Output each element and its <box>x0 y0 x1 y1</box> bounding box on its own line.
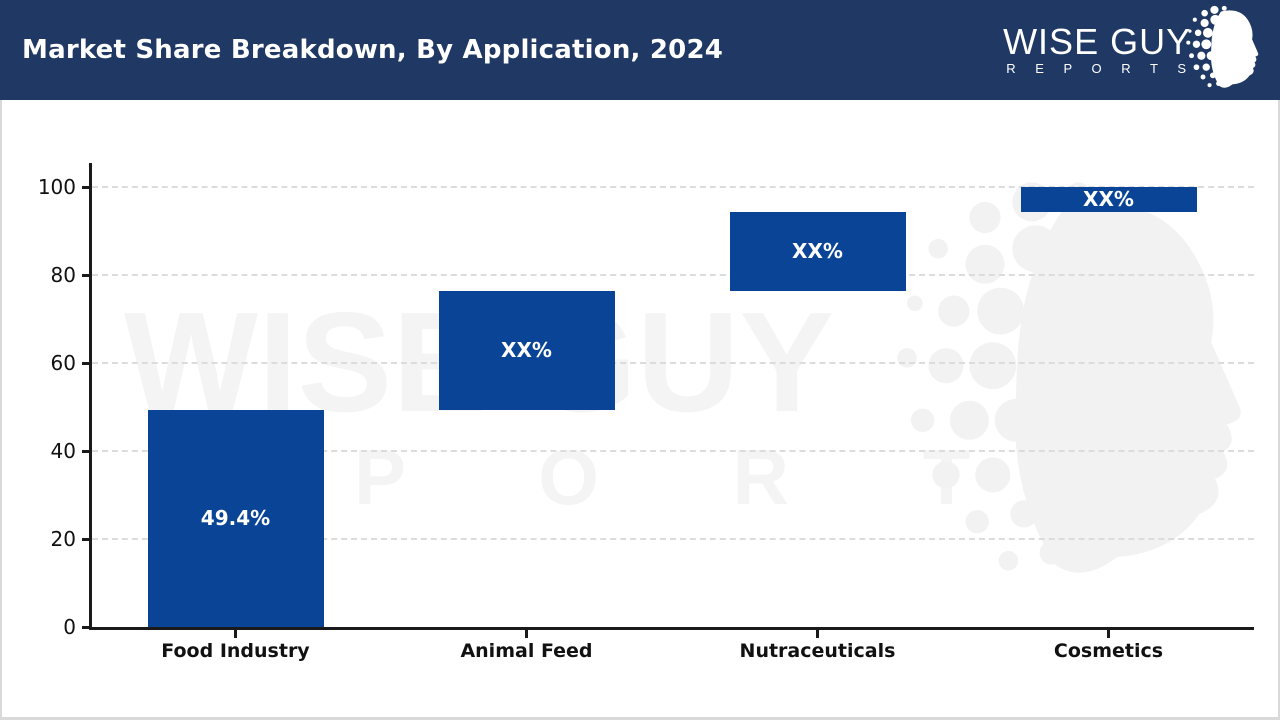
gridline-60 <box>92 362 1254 364</box>
x-axis-line <box>88 627 1254 630</box>
y-tick-20 <box>82 537 90 541</box>
x-category-label: Animal Feed <box>460 640 593 662</box>
y-axis-line <box>88 163 92 630</box>
x-tick-0 <box>234 630 237 638</box>
y-tick-label-20: 20 <box>50 527 76 551</box>
gridline-20 <box>92 538 1254 540</box>
y-tick-0 <box>82 625 90 629</box>
y-tick-label-40: 40 <box>50 439 76 463</box>
y-tick-40 <box>82 449 90 453</box>
brand-logo: WISE GUY R E P O R T S <box>1000 5 1262 95</box>
brand-subtitle: R E P O R T S <box>1006 61 1194 76</box>
x-category-label: Nutraceuticals <box>739 640 896 662</box>
y-tick-80 <box>82 273 90 277</box>
x-tick-3 <box>1107 630 1110 638</box>
x-category-label: Cosmetics <box>1053 640 1164 662</box>
bar-value-label: XX% <box>1083 187 1134 212</box>
page-title: Market Share Breakdown, By Application, … <box>22 35 724 65</box>
gridline-100 <box>92 186 1254 188</box>
gridline-80 <box>92 274 1254 276</box>
brand-name: WISE GUY <box>1003 21 1192 62</box>
y-tick-label-60: 60 <box>50 351 76 375</box>
bar-nutraceuticals: XX% <box>729 211 906 291</box>
y-tick-60 <box>82 361 90 365</box>
y-tick-label-100: 100 <box>37 175 76 199</box>
header-bar: Market Share Breakdown, By Application, … <box>0 0 1280 100</box>
x-tick-2 <box>816 630 819 638</box>
gridline-40 <box>92 450 1254 452</box>
bar-animal-feed: XX% <box>438 290 615 410</box>
bar-value-label: XX% <box>501 338 552 363</box>
bar-value-label: 49.4% <box>200 506 271 531</box>
x-category-label: Food Industry <box>161 640 310 662</box>
y-tick-label-0: 0 <box>63 615 76 639</box>
y-tick-100 <box>82 185 90 189</box>
y-tick-label-80: 80 <box>50 263 76 287</box>
brand-logo-text: WISE GUY R E P O R T S <box>1000 24 1194 76</box>
bar-value-label: XX% <box>792 239 843 264</box>
bar-food-industry: 49.4% <box>147 409 324 627</box>
x-tick-1 <box>525 630 528 638</box>
bar-cosmetics: XX% <box>1020 187 1197 212</box>
